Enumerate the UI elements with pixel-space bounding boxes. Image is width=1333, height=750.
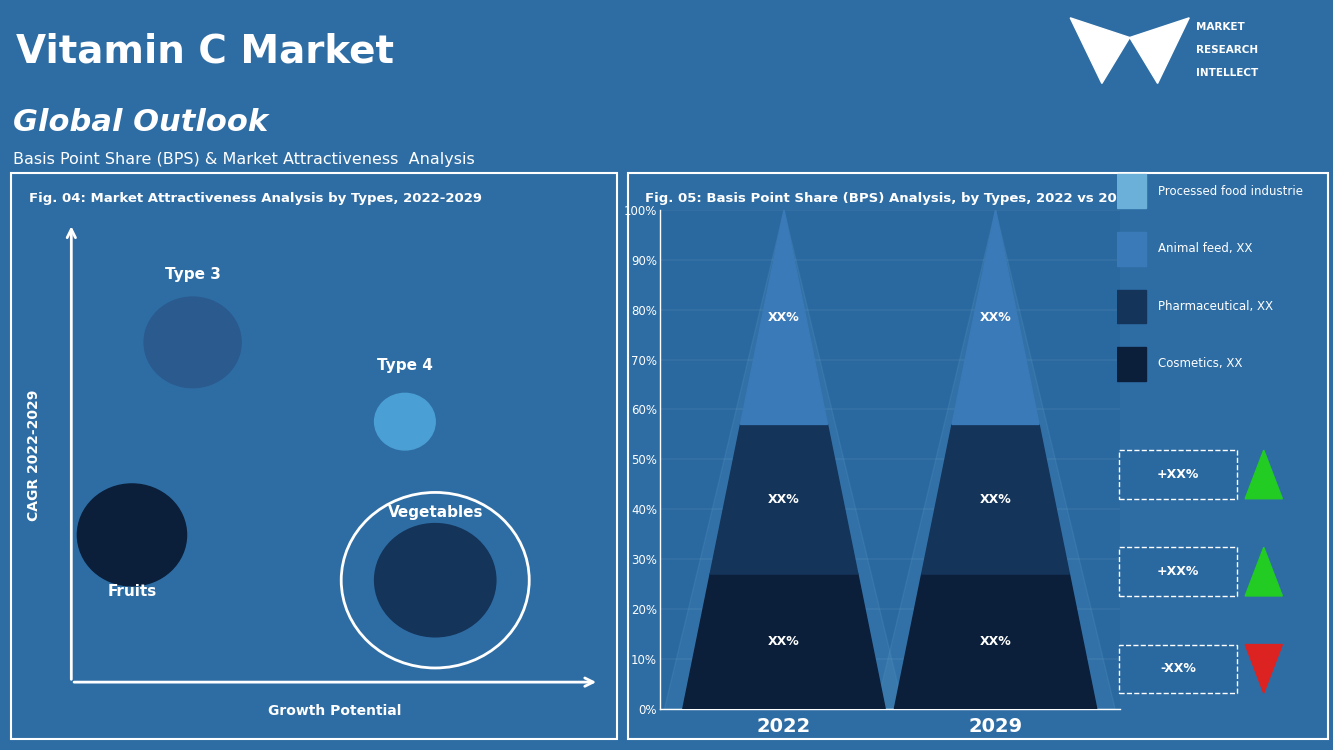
Circle shape bbox=[375, 524, 496, 637]
Bar bbox=[1117, 174, 1146, 208]
Text: Global Outlook: Global Outlook bbox=[13, 108, 268, 137]
Text: Vitamin C Market: Vitamin C Market bbox=[16, 32, 395, 70]
Polygon shape bbox=[1130, 18, 1189, 83]
Text: Growth Potential: Growth Potential bbox=[268, 704, 401, 718]
Polygon shape bbox=[921, 424, 1069, 574]
Polygon shape bbox=[1245, 548, 1282, 596]
FancyBboxPatch shape bbox=[1120, 644, 1237, 693]
Text: Fig. 05: Basis Point Share (BPS) Analysis, by Types, 2022 vs 2029: Fig. 05: Basis Point Share (BPS) Analysi… bbox=[645, 192, 1136, 206]
Text: -XX%: -XX% bbox=[1160, 662, 1196, 675]
Text: XX%: XX% bbox=[980, 493, 1012, 506]
Polygon shape bbox=[1070, 18, 1130, 83]
Bar bbox=[1117, 290, 1146, 323]
Circle shape bbox=[144, 297, 241, 388]
Polygon shape bbox=[682, 574, 885, 709]
Text: Fig. 04: Market Attractiveness Analysis by Types, 2022-2029: Fig. 04: Market Attractiveness Analysis … bbox=[29, 192, 481, 206]
Polygon shape bbox=[1245, 644, 1282, 693]
Text: Cosmetics, XX: Cosmetics, XX bbox=[1158, 358, 1242, 370]
Text: XX%: XX% bbox=[980, 310, 1012, 324]
Text: Fruits: Fruits bbox=[108, 584, 156, 599]
Text: XX%: XX% bbox=[768, 493, 800, 506]
Text: MARKET: MARKET bbox=[1196, 22, 1245, 32]
Polygon shape bbox=[876, 210, 1116, 709]
Text: RESEARCH: RESEARCH bbox=[1196, 45, 1258, 55]
Text: Processed food industrie: Processed food industrie bbox=[1158, 184, 1304, 197]
Text: INTELLECT: INTELLECT bbox=[1196, 68, 1258, 78]
Bar bbox=[1117, 232, 1146, 266]
Polygon shape bbox=[894, 574, 1097, 709]
Polygon shape bbox=[952, 210, 1038, 424]
Text: XX%: XX% bbox=[768, 310, 800, 324]
Text: Type 3: Type 3 bbox=[165, 267, 220, 282]
Text: Animal feed, XX: Animal feed, XX bbox=[1158, 242, 1253, 255]
Text: Vegetables: Vegetables bbox=[388, 505, 483, 520]
Polygon shape bbox=[1245, 450, 1282, 499]
Text: Basis Point Share (BPS) & Market Attractiveness  Analysis: Basis Point Share (BPS) & Market Attract… bbox=[13, 152, 475, 167]
FancyBboxPatch shape bbox=[1120, 450, 1237, 499]
FancyBboxPatch shape bbox=[1120, 548, 1237, 596]
Bar bbox=[1117, 347, 1146, 381]
Polygon shape bbox=[664, 210, 904, 709]
Polygon shape bbox=[710, 424, 858, 574]
Text: CAGR 2022-2029: CAGR 2022-2029 bbox=[27, 390, 41, 521]
Text: XX%: XX% bbox=[768, 635, 800, 648]
Circle shape bbox=[375, 393, 435, 450]
Text: Type 4: Type 4 bbox=[377, 358, 433, 373]
Text: XX%: XX% bbox=[980, 635, 1012, 648]
Text: Pharmaceutical, XX: Pharmaceutical, XX bbox=[1158, 300, 1273, 313]
Text: +XX%: +XX% bbox=[1157, 468, 1200, 481]
Polygon shape bbox=[741, 210, 828, 424]
Circle shape bbox=[77, 484, 187, 586]
Text: +XX%: +XX% bbox=[1157, 566, 1200, 578]
